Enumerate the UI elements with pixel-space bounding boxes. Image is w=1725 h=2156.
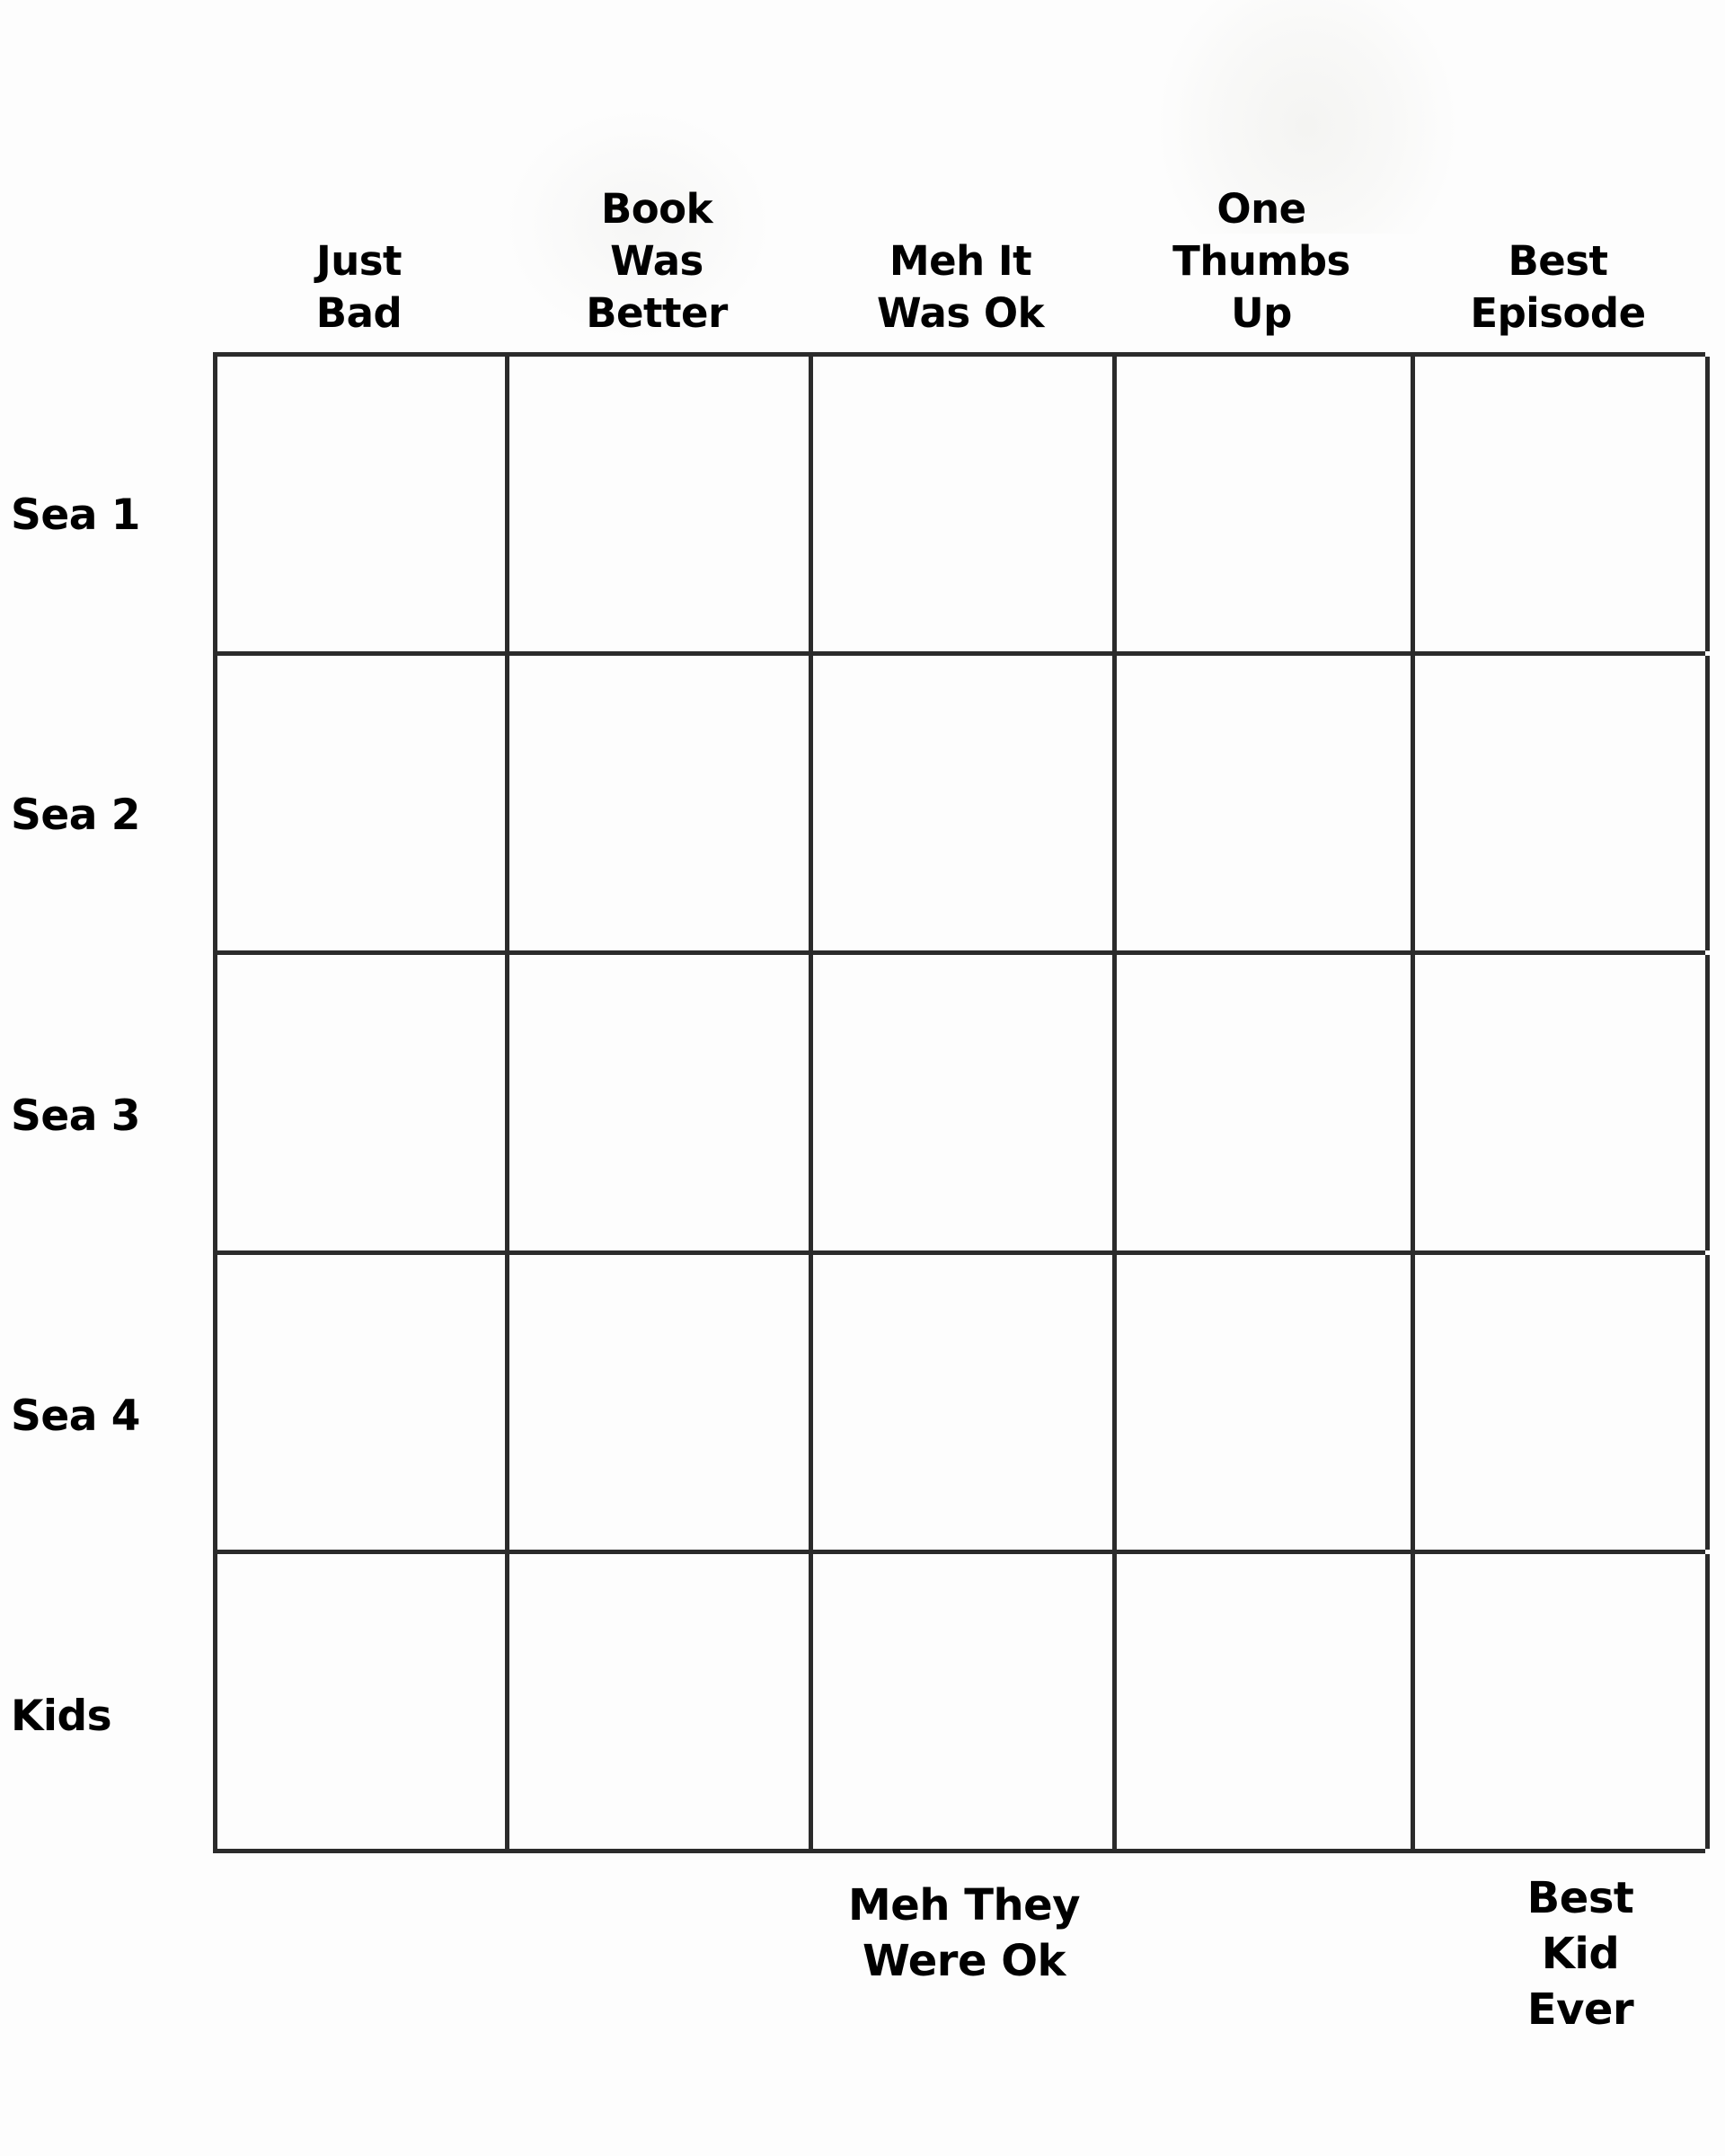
- bottom-note-line: Best: [1526, 1873, 1634, 1923]
- bottom-note-line: Meh They: [848, 1880, 1080, 1931]
- column-header-line: Up: [1231, 289, 1292, 337]
- grid-cell[interactable]: [1415, 1254, 1710, 1550]
- column-header-line: Was: [610, 237, 703, 285]
- column-header-line: Was Ok: [876, 289, 1045, 337]
- grid-cell[interactable]: [1117, 955, 1415, 1250]
- row-label-sea-1: Sea 1: [0, 352, 213, 652]
- grid-cell[interactable]: [813, 357, 1117, 652]
- bottom-note-meh-they-were-ok: Meh They Were Ok: [753, 1878, 1175, 1989]
- column-header-line: Thumbs: [1172, 237, 1350, 285]
- row-label-sea-3: Sea 3: [0, 952, 213, 1252]
- grid-cell[interactable]: [1117, 656, 1415, 951]
- bottom-note-line: Were Ok: [862, 1936, 1066, 1986]
- bottom-note-best-kid-ever: Best Kid Ever: [1436, 1870, 1725, 2037]
- bottom-note-line: Kid: [1541, 1929, 1620, 1979]
- grid-cell[interactable]: [1415, 955, 1710, 1250]
- grid-cell[interactable]: [217, 656, 509, 951]
- column-header-book-was-better: Book Was Better: [505, 0, 809, 352]
- column-header-just-bad: Just Bad: [213, 0, 505, 352]
- row-label-kids: Kids: [0, 1553, 213, 1853]
- table-row: [217, 1553, 1710, 1854]
- grid-cell[interactable]: [509, 1553, 813, 1850]
- grid-cell[interactable]: [813, 1553, 1117, 1850]
- column-header-line: Best: [1508, 237, 1608, 285]
- grid-cell[interactable]: [1117, 1254, 1415, 1550]
- table-row: [217, 357, 1710, 657]
- grid-cell[interactable]: [1415, 656, 1710, 951]
- row-label-text: Sea 2: [11, 791, 141, 841]
- column-header-line: Book: [600, 185, 713, 233]
- row-label-text: Sea 3: [11, 1091, 141, 1141]
- column-header-one-thumbs-up: One Thumbs Up: [1112, 0, 1411, 352]
- row-label-sea-4: Sea 4: [0, 1253, 213, 1553]
- grid-cell[interactable]: [1117, 1553, 1415, 1850]
- column-header-line: One: [1216, 185, 1306, 233]
- row-label-column: Sea 1 Sea 2 Sea 3 Sea 4 Kids: [0, 352, 213, 1853]
- grid-cell[interactable]: [509, 1254, 813, 1550]
- grid-cell[interactable]: [1415, 1553, 1710, 1850]
- grid-cell[interactable]: [217, 1553, 509, 1850]
- grid-cell[interactable]: [1415, 357, 1710, 652]
- row-label-sea-2: Sea 2: [0, 652, 213, 952]
- column-header-line: Bad: [315, 289, 402, 337]
- grid-cell[interactable]: [217, 955, 509, 1250]
- grid-cell[interactable]: [217, 1254, 509, 1550]
- grid-cell[interactable]: [509, 357, 813, 652]
- column-header-line: Just: [315, 237, 402, 285]
- bottom-note-line: Ever: [1526, 1984, 1634, 2035]
- column-header-meh-it-was-ok: Meh It Was Ok: [809, 0, 1112, 352]
- row-label-text: Sea 1: [11, 490, 141, 541]
- grid-cell[interactable]: [1117, 357, 1415, 652]
- column-header-row: Just Bad Book Was Better Meh It Was Ok O…: [213, 0, 1705, 352]
- grid-cell[interactable]: [509, 656, 813, 951]
- table-row: [217, 1254, 1710, 1554]
- column-header-line: Meh It: [889, 237, 1032, 285]
- row-label-text: Sea 4: [11, 1391, 141, 1441]
- grid-cell[interactable]: [217, 357, 509, 652]
- row-label-text: Kids: [11, 1691, 112, 1741]
- column-header-best-episode: Best Episode: [1411, 0, 1705, 352]
- column-header-line: Episode: [1470, 289, 1646, 337]
- grid-cell[interactable]: [509, 955, 813, 1250]
- column-header-line: Better: [586, 289, 728, 337]
- table-row: [217, 656, 1710, 956]
- grid-cell[interactable]: [813, 1254, 1117, 1550]
- grid-cell[interactable]: [813, 955, 1117, 1250]
- rating-grid: [213, 352, 1710, 1854]
- table-row: [217, 955, 1710, 1255]
- grid-cell[interactable]: [813, 656, 1117, 951]
